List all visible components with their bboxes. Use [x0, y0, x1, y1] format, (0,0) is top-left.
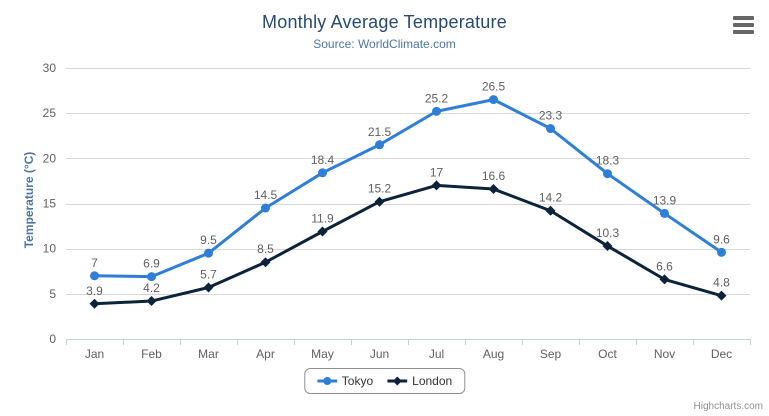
legend-label-tokyo: Tokyo [341, 374, 374, 388]
tokyo-legend-marker-icon [316, 377, 337, 385]
london-point-marker[interactable] [317, 226, 328, 237]
tokyo-point-marker[interactable] [546, 124, 555, 134]
legend-item-london[interactable]: London [387, 374, 452, 388]
tokyo-point-marker[interactable] [660, 208, 669, 218]
london-point-marker[interactable] [431, 180, 442, 191]
y-axis-label: 25 [43, 106, 57, 120]
tokyo-point-marker[interactable] [261, 203, 270, 213]
tokyo-point-marker[interactable] [90, 271, 99, 281]
x-axis-label-jan: Jan [85, 347, 104, 361]
london-data-label: 4.2 [143, 281, 160, 295]
y-axis-label: 0 [49, 332, 56, 346]
tokyo-data-label: 18.3 [596, 154, 620, 168]
london-point-marker[interactable] [203, 282, 214, 293]
y-axis-label: 30 [43, 61, 57, 75]
y-axis-label: 20 [43, 151, 57, 165]
legend: Tokyo London [303, 368, 466, 394]
london-data-label: 14.2 [539, 191, 563, 205]
x-axis-label-aug: Aug [483, 347, 504, 361]
tokyo-point-marker[interactable] [603, 169, 612, 179]
london-data-label: 10.3 [596, 226, 620, 240]
x-axis-label-nov: Nov [654, 347, 675, 361]
y-axis-label: 10 [43, 242, 57, 256]
y-axis-title: Temperature (°C) [22, 151, 36, 249]
tokyo-data-label: 9.6 [713, 232, 730, 246]
tokyo-data-label: 25.2 [425, 91, 449, 105]
tokyo-point-marker[interactable] [318, 168, 327, 178]
x-axis-label-apr: Apr [256, 347, 275, 361]
tokyo-data-label: 23.3 [539, 109, 563, 123]
hamburger-icon [733, 16, 757, 34]
export-menu-button[interactable] [731, 14, 759, 36]
y-axis-label: 15 [43, 197, 57, 211]
tokyo-data-label: 13.9 [653, 193, 677, 207]
x-axis-label-may: May [311, 347, 334, 361]
london-legend-marker-icon [387, 376, 408, 386]
chart-title: Monthly Average Temperature [262, 12, 507, 32]
credits-link[interactable]: Highcharts.com [693, 401, 763, 412]
london-point-marker[interactable] [260, 257, 271, 268]
chart-subtitle: Source: WorldClimate.com [313, 37, 456, 51]
tokyo-line [93, 98, 723, 279]
london-data-label: 8.5 [257, 242, 274, 256]
london-line [93, 183, 723, 306]
y-axis-label: 5 [49, 287, 56, 301]
london-point-marker[interactable] [545, 205, 556, 216]
tokyo-data-label: 14.5 [254, 188, 278, 202]
x-axis-label-jun: Jun [370, 347, 389, 361]
tokyo-data-label: 18.4 [311, 153, 335, 167]
tokyo-point-marker[interactable] [717, 247, 726, 257]
london-point-marker[interactable] [659, 274, 670, 285]
london-data-label: 6.6 [656, 259, 673, 273]
x-axis-label-mar: Mar [198, 347, 219, 361]
tokyo-point-marker[interactable] [489, 95, 498, 105]
london-point-marker[interactable] [146, 296, 157, 307]
tokyo-data-label: 6.9 [143, 257, 160, 271]
tokyo-data-label: 7 [91, 256, 98, 270]
tokyo-point-marker[interactable] [432, 106, 441, 116]
x-axis-label-oct: Oct [598, 347, 617, 361]
london-data-label: 16.6 [482, 169, 506, 183]
x-axis-label-dec: Dec [711, 347, 732, 361]
tokyo-data-label: 26.5 [482, 80, 506, 94]
x-axis-label-jul: Jul [429, 347, 444, 361]
london-data-label: 15.2 [368, 182, 392, 196]
london-data-label: 4.8 [713, 276, 730, 290]
london-data-label: 3.9 [86, 284, 103, 298]
legend-label-london: London [412, 374, 453, 388]
london-point-marker[interactable] [488, 184, 499, 195]
london-point-marker[interactable] [374, 196, 385, 207]
london-data-label: 5.7 [200, 268, 217, 282]
tokyo-data-label: 21.5 [368, 125, 392, 139]
london-point-marker[interactable] [89, 298, 100, 309]
tokyo-point-marker[interactable] [375, 140, 384, 150]
tokyo-data-label: 9.5 [200, 233, 217, 247]
london-data-label: 11.9 [311, 212, 334, 226]
london-point-marker[interactable] [716, 290, 727, 301]
legend-item-tokyo[interactable]: Tokyo [316, 374, 374, 388]
tokyo-point-marker[interactable] [147, 272, 156, 282]
x-axis-label-feb: Feb [141, 347, 162, 361]
tokyo-point-marker[interactable] [204, 248, 213, 258]
london-data-label: 17 [430, 165, 444, 179]
x-axis-label-sep: Sep [540, 347, 562, 361]
london-point-marker[interactable] [602, 240, 613, 251]
